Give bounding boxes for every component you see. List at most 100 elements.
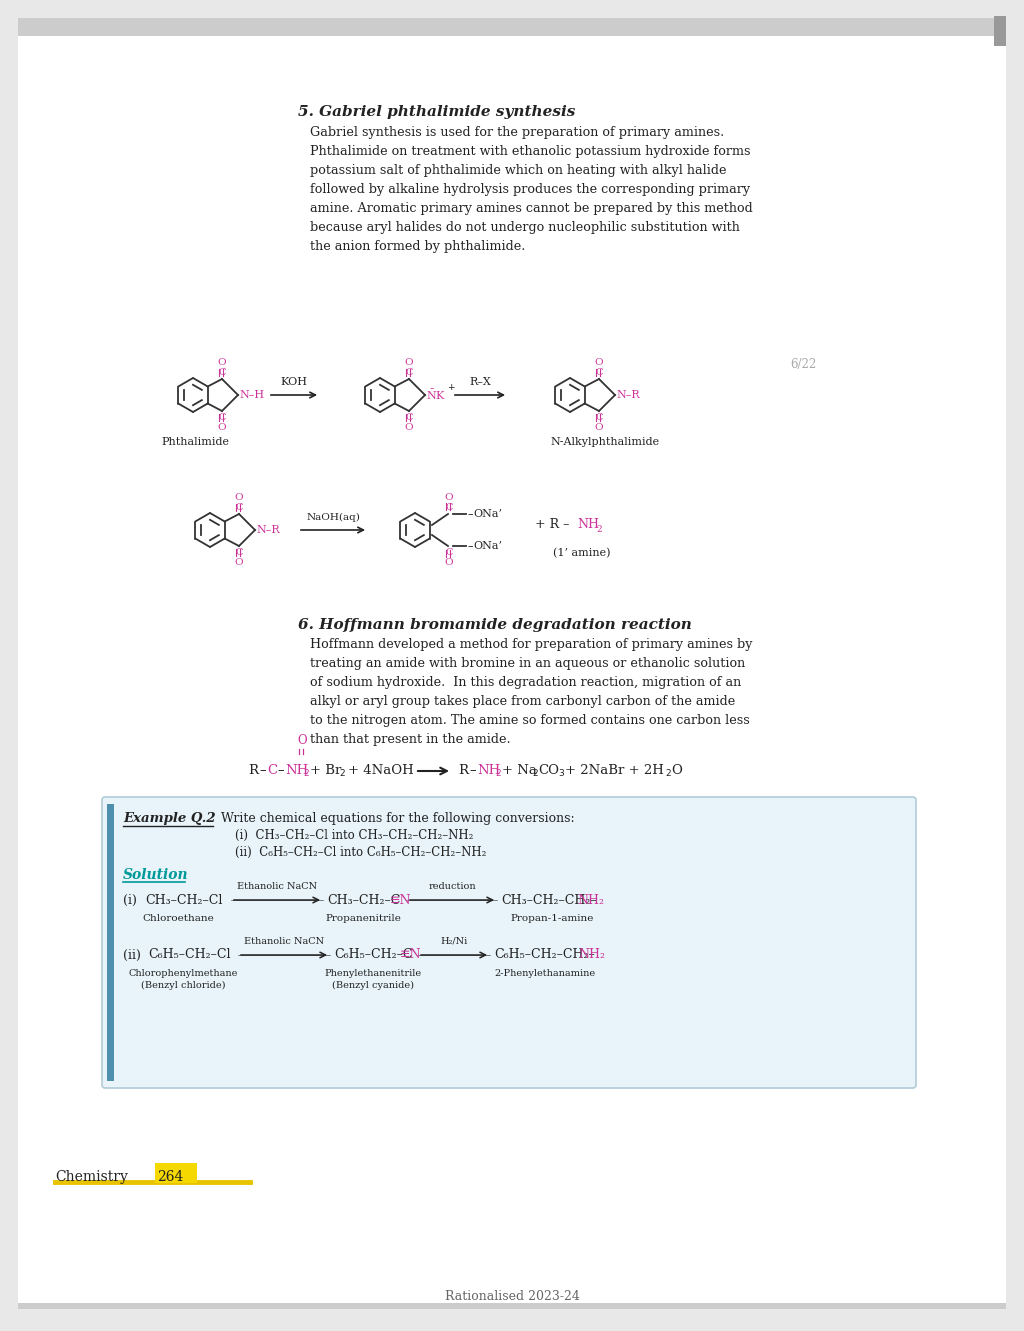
Text: Chemistry: Chemistry [55, 1170, 128, 1185]
Text: Propan-1-amine: Propan-1-amine [510, 914, 594, 922]
Text: O: O [671, 764, 682, 777]
Text: C: C [595, 413, 603, 422]
Bar [18, 19, 1006, 36]
Text: C: C [595, 367, 603, 377]
Text: O: O [404, 423, 414, 433]
Text: Gabriel synthesis is used for the preparation of primary amines.
Phthalimide on : Gabriel synthesis is used for the prepar… [310, 126, 753, 253]
Text: ≡N: ≡N [390, 893, 412, 906]
Text: Chlorophenylmethane: Chlorophenylmethane [128, 969, 238, 978]
Text: NH₂: NH₂ [577, 893, 604, 906]
Text: 6. Hoffmann bromamide degradation reaction: 6. Hoffmann bromamide degradation reacti… [298, 618, 692, 632]
FancyBboxPatch shape [102, 797, 916, 1087]
Text: NaOH(aq): NaOH(aq) [306, 512, 360, 522]
Text: C: C [236, 503, 243, 512]
Text: C₆H₅–CH₂–C: C₆H₅–CH₂–C [334, 949, 413, 961]
Text: –: – [469, 764, 475, 777]
Text: C₆H₅–CH₂–Cl: C₆H₅–CH₂–Cl [148, 949, 230, 961]
Text: (i)  CH₃–CH₂–Cl into CH₃–CH₂–CH₂–NH₂: (i) CH₃–CH₂–Cl into CH₃–CH₂–CH₂–NH₂ [234, 829, 473, 843]
Text: + Na: + Na [502, 764, 537, 777]
Text: (ii)  C₆H₅–CH₂–Cl into C₆H₅–CH₂–CH₂–NH₂: (ii) C₆H₅–CH₂–Cl into C₆H₅–CH₂–CH₂–NH₂ [234, 847, 486, 858]
Text: + 2NaBr + 2H: + 2NaBr + 2H [565, 764, 664, 777]
Text: $\mathregular{\bar{N}}$K: $\mathregular{\bar{N}}$K [426, 387, 446, 402]
Text: (1’ amine): (1’ amine) [553, 548, 610, 558]
Text: O: O [595, 358, 603, 367]
Text: 6/22: 6/22 [790, 358, 816, 371]
Text: (ii): (ii) [123, 949, 141, 961]
Bar [18, 1303, 1006, 1308]
Text: –: – [467, 508, 473, 519]
Text: O: O [234, 492, 244, 502]
Text: C: C [445, 548, 453, 556]
Text: Example Q.2: Example Q.2 [123, 812, 216, 825]
Text: O: O [234, 558, 244, 567]
Text: R–X: R–X [469, 377, 490, 387]
Text: C: C [218, 413, 225, 422]
Text: ONa’: ONa’ [473, 540, 502, 551]
Text: C: C [267, 764, 278, 777]
Text: O: O [595, 423, 603, 433]
Text: O: O [444, 558, 454, 567]
Text: 2: 2 [303, 769, 308, 779]
Text: NH: NH [285, 764, 308, 777]
Text: –: – [259, 764, 265, 777]
Text: ≡N: ≡N [400, 949, 422, 961]
Text: C: C [406, 413, 413, 422]
Text: 2: 2 [665, 769, 671, 779]
Text: Ethanolic NaCN: Ethanolic NaCN [237, 882, 317, 890]
Text: CH₃–CH₂–CH₂–: CH₃–CH₂–CH₂– [501, 893, 597, 906]
Text: –: – [278, 764, 284, 777]
Text: –: – [467, 540, 473, 551]
Text: 2: 2 [495, 769, 501, 779]
Text: 2: 2 [596, 524, 602, 534]
Text: O: O [297, 733, 307, 747]
Text: Solution: Solution [123, 868, 188, 882]
Text: C: C [445, 503, 453, 512]
Text: Hoffmann developed a method for preparation of primary amines by
treating an ami: Hoffmann developed a method for preparat… [310, 638, 753, 745]
Text: Phenylethanenitrile: Phenylethanenitrile [325, 969, 422, 978]
Text: 3: 3 [558, 769, 564, 779]
Text: NH: NH [477, 764, 501, 777]
Text: + 4NaOH: + 4NaOH [348, 764, 414, 777]
Bar [106, 804, 114, 1081]
Text: O: O [218, 423, 226, 433]
Text: C: C [406, 367, 413, 377]
Text: reduction: reduction [428, 882, 476, 890]
Text: N–H: N–H [239, 390, 264, 401]
Text: (i): (i) [123, 893, 137, 906]
Text: 2: 2 [339, 769, 345, 779]
Text: NH: NH [577, 519, 599, 531]
Text: Write chemical equations for the following conversions:: Write chemical equations for the followi… [221, 812, 574, 825]
Text: ONa’: ONa’ [473, 508, 502, 519]
Text: H₂/Ni: H₂/Ni [440, 937, 468, 946]
Text: C: C [218, 367, 225, 377]
Text: Chloroethane: Chloroethane [142, 914, 214, 922]
Text: 5. Gabriel phthalimide synthesis: 5. Gabriel phthalimide synthesis [298, 105, 575, 118]
Text: Rationalised 2023-24: Rationalised 2023-24 [444, 1290, 580, 1303]
Text: N-Alkylphthalimide: N-Alkylphthalimide [551, 437, 659, 447]
Text: O: O [404, 358, 414, 367]
Text: R: R [458, 764, 468, 777]
Text: CH₃–CH₂–Cl: CH₃–CH₂–Cl [145, 893, 222, 906]
Bar [994, 16, 1006, 47]
Text: 2-Phenylethanamine: 2-Phenylethanamine [495, 969, 596, 978]
Text: C₆H₅–CH₂–CH₂–: C₆H₅–CH₂–CH₂– [494, 949, 595, 961]
Text: + Br: + Br [310, 764, 341, 777]
Text: N–R: N–R [256, 524, 280, 535]
Text: CH₃–CH₂–C: CH₃–CH₂–C [327, 893, 400, 906]
Text: O: O [218, 358, 226, 367]
Text: 2: 2 [532, 769, 538, 779]
Text: (Benzyl chloride): (Benzyl chloride) [140, 981, 225, 990]
Text: N–R: N–R [616, 390, 640, 401]
Text: O: O [444, 492, 454, 502]
Text: + R –: + R – [535, 519, 569, 531]
Text: (Benzyl cyanide): (Benzyl cyanide) [332, 981, 414, 990]
Text: R: R [248, 764, 258, 777]
Text: +: + [447, 382, 455, 391]
Bar [155, 1163, 197, 1183]
Text: Propanenitrile: Propanenitrile [325, 914, 401, 922]
Text: Phthalimide: Phthalimide [161, 437, 229, 447]
Text: NH₂: NH₂ [578, 949, 605, 961]
Text: KOH: KOH [281, 377, 307, 387]
Text: Ethanolic NaCN: Ethanolic NaCN [244, 937, 324, 946]
Text: CO: CO [538, 764, 559, 777]
